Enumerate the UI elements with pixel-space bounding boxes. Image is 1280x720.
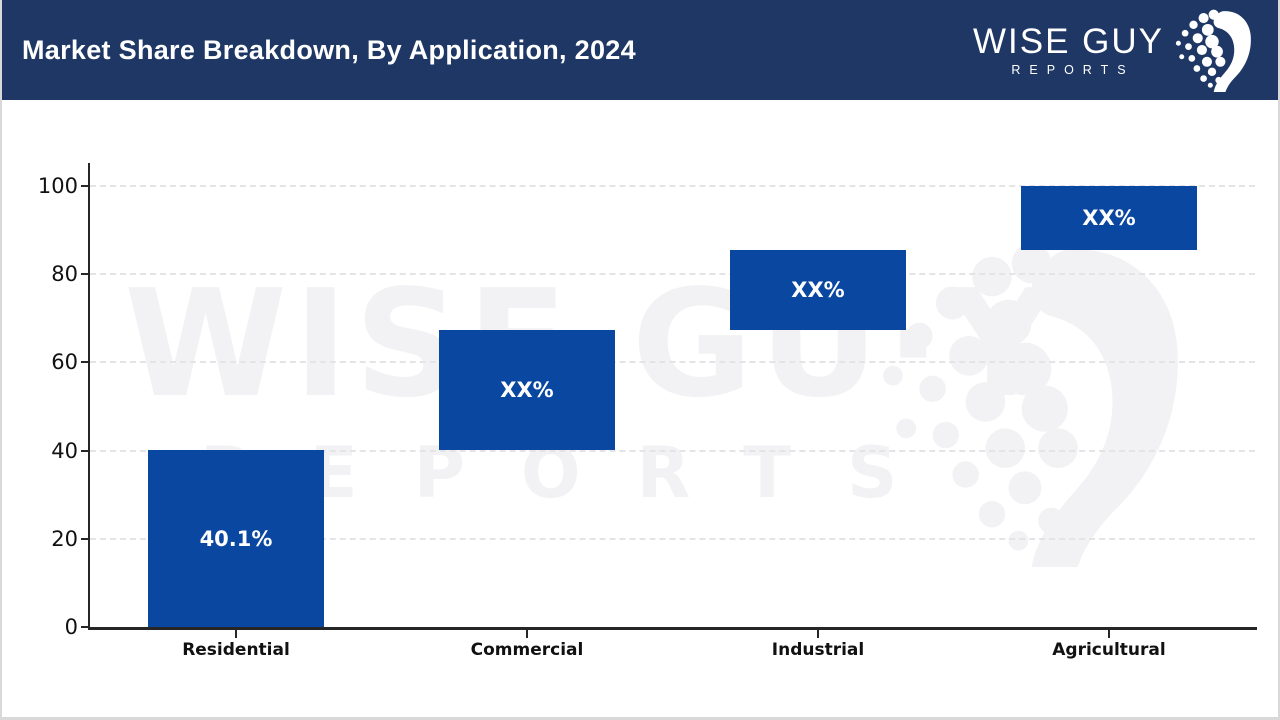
y-gridline [90, 361, 1255, 363]
logo-subtext: REPORTS [1011, 62, 1135, 77]
y-axis-line [88, 163, 90, 630]
header: Market Share Breakdown, By Application, … [2, 0, 1278, 100]
y-axis-tick [81, 185, 89, 187]
y-gridline [90, 538, 1255, 540]
x-axis-tick [526, 630, 528, 638]
y-gridline [90, 450, 1255, 452]
y-axis-tick [81, 538, 89, 540]
y-axis-tick [81, 626, 89, 628]
y-axis-tick [81, 361, 89, 363]
x-axis-tick [817, 630, 819, 638]
y-gridline [90, 273, 1255, 275]
x-axis-tick [1108, 630, 1110, 638]
bar-value-label: XX% [1082, 206, 1136, 230]
x-axis-category-label: Residential [182, 640, 290, 660]
y-axis-tick-label: 40 [51, 439, 78, 463]
y-gridline [90, 185, 1255, 187]
bar-industrial: XX% [730, 250, 906, 330]
bar-agricultural: XX% [1021, 186, 1197, 250]
x-axis-line [88, 627, 1257, 630]
bar-value-label: XX% [500, 378, 554, 402]
bar-value-label: 40.1% [199, 526, 273, 551]
logo-wordmark: WISE GUY [972, 21, 1164, 61]
x-axis-category-label: Industrial [771, 640, 865, 660]
y-axis-tick [81, 450, 89, 452]
x-axis-tick [235, 630, 237, 638]
x-axis-category-label: Agricultural [1052, 640, 1166, 660]
y-axis-tick-label: 20 [51, 527, 78, 551]
y-axis-tick [81, 273, 89, 275]
bar-residential: 40.1% [148, 450, 324, 627]
bar-value-label: XX% [791, 278, 845, 302]
y-axis-tick-label: 100 [37, 174, 78, 198]
y-axis-tick-label: 0 [64, 615, 78, 639]
y-axis-tick-label: 60 [51, 350, 78, 374]
logo-text: WISE GUY REPORTS [973, 24, 1164, 77]
bar-commercial: XX% [439, 330, 615, 450]
page-title: Market Share Breakdown, By Application, … [22, 34, 636, 65]
y-axis-tick-label: 80 [51, 262, 78, 286]
x-axis-category-label: Commercial [470, 640, 584, 660]
wiseguy-logo: WISE GUY REPORTS [973, 8, 1254, 92]
